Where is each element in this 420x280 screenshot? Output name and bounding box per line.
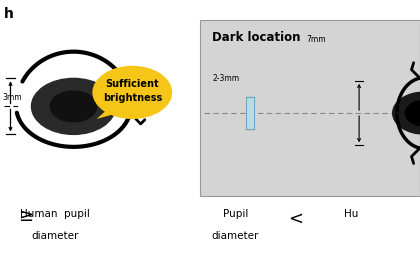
Text: diameter: diameter: [31, 231, 78, 241]
Text: 7mm: 7mm: [307, 35, 326, 44]
Bar: [200, 20, 420, 196]
Text: h: h: [4, 7, 14, 21]
Text: Hu: Hu: [344, 209, 359, 219]
Polygon shape: [97, 108, 122, 119]
Bar: [246, 97, 254, 129]
Circle shape: [50, 91, 97, 122]
Circle shape: [32, 78, 116, 134]
Circle shape: [393, 92, 420, 134]
Text: 2-3mm: 2-3mm: [212, 74, 239, 83]
Text: Human  pupil: Human pupil: [20, 209, 89, 219]
Text: <: <: [289, 209, 304, 227]
Text: Dark location: Dark location: [212, 31, 301, 44]
Circle shape: [405, 101, 420, 126]
Text: Sufficient
brightness: Sufficient brightness: [102, 79, 162, 103]
Text: Pupil: Pupil: [223, 209, 248, 219]
Ellipse shape: [19, 59, 128, 154]
Text: 3mm: 3mm: [2, 94, 22, 102]
Text: diameter: diameter: [212, 231, 259, 241]
Circle shape: [92, 66, 172, 119]
Text: ≥: ≥: [18, 207, 33, 225]
